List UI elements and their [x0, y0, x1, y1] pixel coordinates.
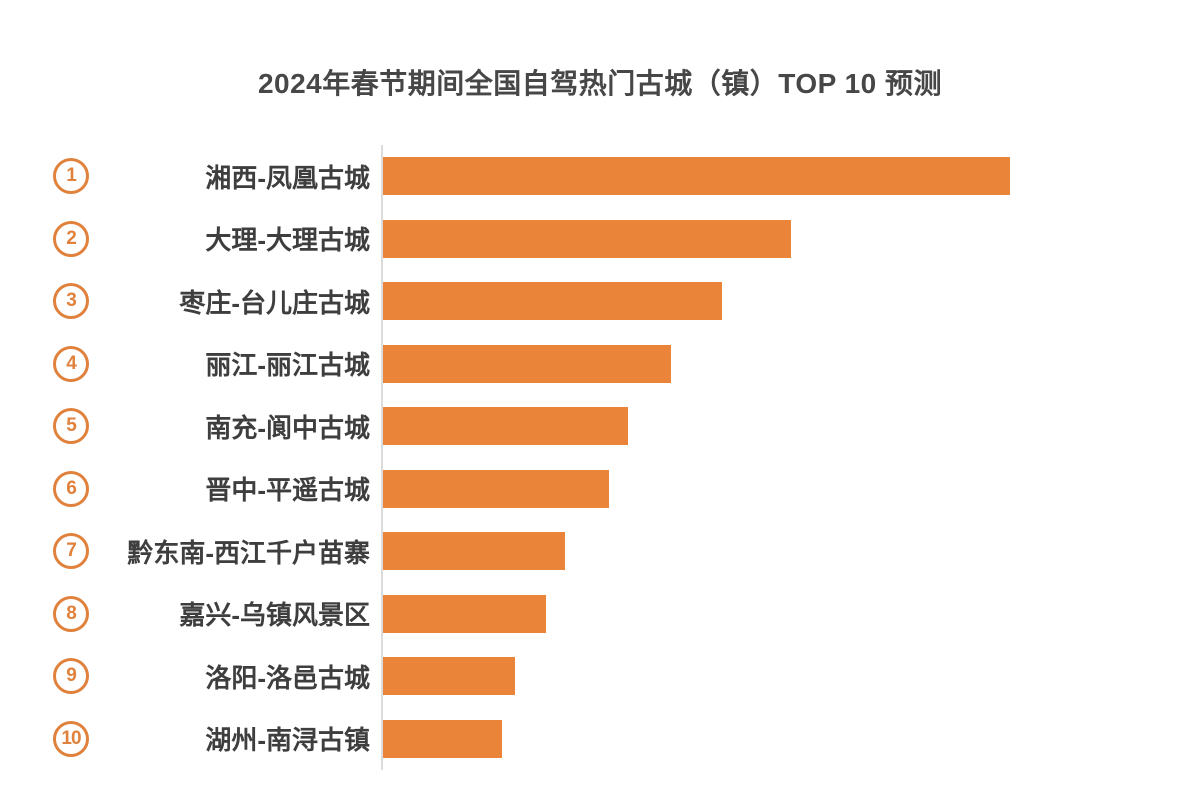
bar-track [381, 457, 1200, 520]
rank-number: 5 [66, 415, 77, 437]
bar [383, 594, 546, 633]
bar [383, 657, 515, 696]
category-label: 湘西-凤凰古城 [205, 162, 370, 193]
rank-number: 2 [66, 227, 77, 249]
bar-track [381, 270, 1200, 333]
bar [383, 344, 671, 383]
chart-row: 4 丽江-丽江古城 [0, 332, 1200, 395]
chart-row: 7 黔东南-西江千户苗寨 [0, 520, 1200, 583]
bar [383, 532, 565, 571]
bar-chart: 1 湘西-凤凰古城 2 大理-大理古城 3 枣庄-台儿庄古城 4 丽江-丽江古城 [0, 145, 1200, 770]
rank-badge-icon: 10 [53, 720, 89, 757]
category-label: 晋中-平遥古城 [205, 475, 370, 506]
rank-badge-icon: 2 [53, 220, 89, 257]
category-label: 丽江-丽江古城 [205, 350, 370, 381]
chart-row: 8 嘉兴-乌镇风景区 [0, 582, 1200, 645]
category-label: 洛阳-洛邑古城 [205, 662, 370, 693]
bar-track [381, 707, 1200, 770]
rank-badge-icon: 8 [53, 595, 89, 632]
bar-track [381, 332, 1200, 395]
bar [383, 219, 791, 258]
category-label: 嘉兴-乌镇风景区 [179, 600, 370, 631]
rank-number: 4 [66, 352, 77, 374]
bar-track [381, 582, 1200, 645]
rank-number: 8 [66, 602, 77, 624]
rank-badge-icon: 4 [53, 345, 89, 382]
bar-track [381, 645, 1200, 708]
rank-badge-icon: 7 [53, 533, 89, 570]
chart-row: 9 洛阳-洛邑古城 [0, 645, 1200, 708]
chart-row: 3 枣庄-台儿庄古城 [0, 270, 1200, 333]
category-label: 枣庄-台儿庄古城 [179, 287, 370, 318]
rank-badge-icon: 9 [53, 658, 89, 695]
bar-track [381, 520, 1200, 583]
chart-title: 2024年春节期间全国自驾热门古城（镇）TOP 10 预测 [257, 68, 943, 99]
chart-row: 6 晋中-平遥古城 [0, 457, 1200, 520]
chart-row: 1 湘西-凤凰古城 [0, 145, 1200, 208]
bar-track [381, 207, 1200, 270]
rank-number: 3 [66, 290, 77, 312]
bar-track [381, 395, 1200, 458]
rank-badge-icon: 1 [53, 158, 89, 195]
bar [383, 469, 609, 508]
rank-badge-icon: 5 [53, 408, 89, 445]
rank-number: 6 [66, 477, 77, 499]
bar [383, 407, 628, 446]
bar [383, 282, 722, 321]
bar [383, 719, 502, 758]
bar-track [381, 145, 1200, 208]
rank-number: 9 [66, 665, 77, 687]
bar [383, 157, 1010, 196]
category-label: 大理-大理古城 [205, 225, 370, 256]
category-label: 黔东南-西江千户苗寨 [127, 537, 370, 568]
chart-row: 10 湖州-南浔古镇 [0, 707, 1200, 770]
rank-number: 10 [61, 727, 81, 749]
rank-badge-icon: 6 [53, 470, 89, 507]
rank-number: 1 [66, 165, 77, 187]
rank-badge-icon: 3 [53, 283, 89, 320]
chart-row: 5 南充-阆中古城 [0, 395, 1200, 458]
rank-number: 7 [66, 540, 77, 562]
category-label: 湖州-南浔古镇 [205, 725, 370, 756]
category-label: 南充-阆中古城 [205, 412, 370, 443]
chart-row: 2 大理-大理古城 [0, 207, 1200, 270]
